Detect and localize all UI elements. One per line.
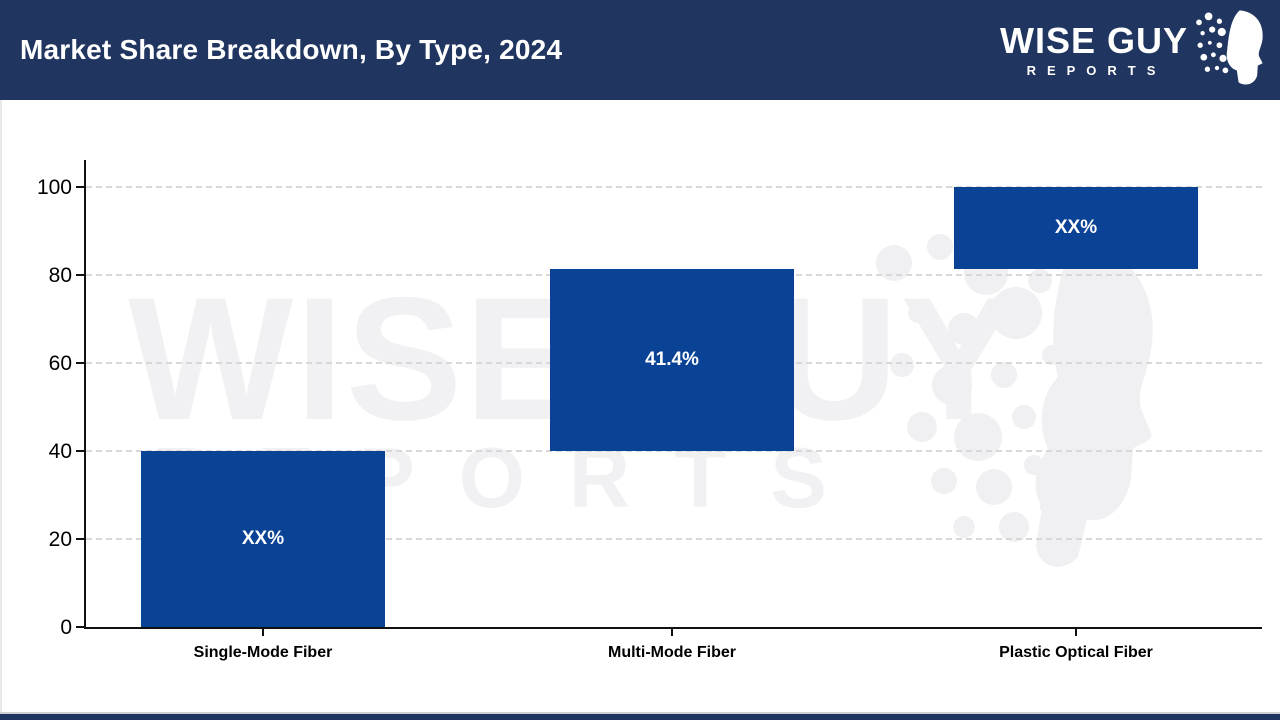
category-label-1: Multi-Mode Fiber (608, 644, 736, 661)
gridline-100 (86, 186, 1262, 188)
y-tick-label-20: 20 (48, 528, 72, 551)
y-tick-0 (76, 626, 84, 628)
category-label-2: Plastic Optical Fiber (999, 644, 1153, 661)
brand-logo-text: WISE GUY REPORTS (999, 19, 1188, 78)
gridline-40 (86, 450, 1262, 452)
bar-single-mode-fiber: XX% (141, 451, 385, 627)
y-tick-label-40: 40 (48, 440, 72, 463)
bar-plastic-optical-fiber: XX% (954, 187, 1198, 269)
left-edge-border (0, 100, 2, 712)
x-tick-2 (1075, 629, 1077, 636)
y-tick-40 (76, 450, 84, 452)
gridline-20 (86, 538, 1262, 540)
y-tick-20 (76, 538, 84, 540)
y-axis-line (84, 160, 86, 629)
x-tick-1 (671, 629, 673, 636)
y-tick-label-60: 60 (48, 352, 72, 375)
footer-hairline (0, 712, 1280, 714)
y-tick-100 (76, 186, 84, 188)
chart-title: Market Share Breakdown, By Type, 2024 (20, 34, 563, 65)
bar-value-label: XX% (1054, 216, 1098, 238)
x-axis-line (84, 627, 1262, 629)
bar-value-label: XX% (241, 528, 285, 549)
brand-name: WISE GUY (999, 19, 1188, 61)
bar-multi-mode-fiber: 41.4% (550, 268, 794, 451)
y-tick-80 (76, 274, 84, 276)
y-tick-label-0: 0 (60, 616, 72, 639)
brand-head-icon (1196, 10, 1263, 85)
brand-subname: REPORTS (1026, 62, 1167, 78)
y-tick-60 (76, 362, 84, 364)
x-tick-0 (262, 629, 264, 636)
category-label-0: Single-Mode Fiber (193, 644, 333, 661)
header-bar: Market Share Breakdown, By Type, 2024 WI… (0, 0, 1280, 100)
brand-logo: WISE GUY REPORTS (1000, 6, 1268, 94)
y-tick-label-100: 100 (36, 176, 72, 199)
y-tick-label-80: 80 (48, 264, 72, 287)
footer-bar (0, 714, 1280, 720)
bar-value-label: 41.4% (645, 348, 699, 370)
